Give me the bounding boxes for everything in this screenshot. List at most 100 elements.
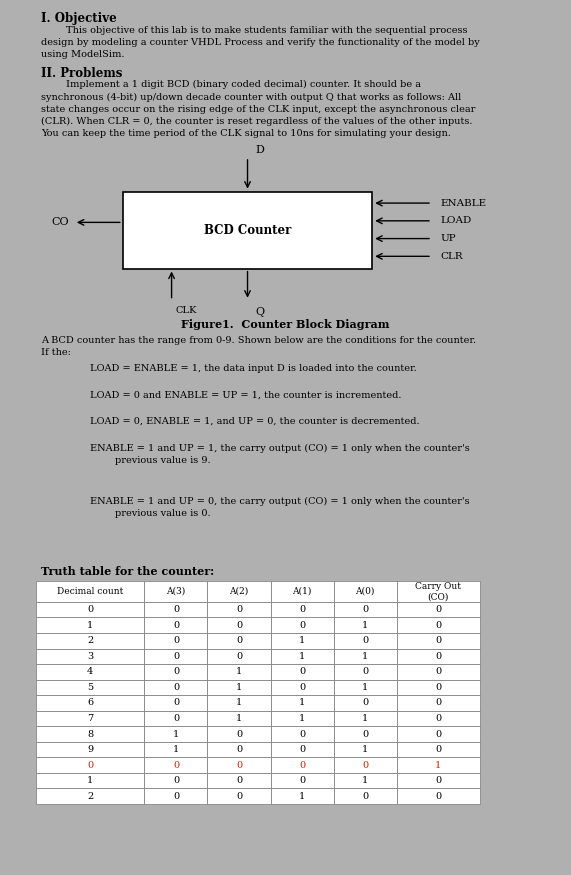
Text: 8: 8	[87, 730, 93, 738]
Bar	[36, 773, 144, 788]
Text: 0: 0	[435, 652, 441, 661]
Text: 0: 0	[362, 760, 368, 770]
Text: 7: 7	[87, 714, 93, 723]
Text: 1: 1	[236, 668, 242, 676]
Bar	[36, 788, 144, 804]
Text: 1: 1	[299, 652, 305, 661]
Text: 0: 0	[435, 745, 441, 754]
Text: 0: 0	[173, 652, 179, 661]
Bar	[271, 664, 333, 680]
Text: 4: 4	[87, 668, 93, 676]
Bar	[271, 618, 333, 633]
Bar	[207, 695, 271, 710]
Text: 0: 0	[435, 668, 441, 676]
Text: Implement a 1 digit BCD (binary coded decimal) counter. It should be a
synchrono: Implement a 1 digit BCD (binary coded de…	[42, 80, 476, 138]
Text: 0: 0	[173, 636, 179, 645]
Text: 0: 0	[435, 636, 441, 645]
Text: 0: 0	[173, 776, 179, 785]
Bar	[271, 581, 333, 602]
Bar	[397, 726, 480, 742]
Text: A(2): A(2)	[230, 587, 248, 596]
Text: 2: 2	[87, 636, 93, 645]
Bar	[207, 581, 271, 602]
Bar	[144, 581, 207, 602]
Text: 0: 0	[87, 760, 93, 770]
Text: 1: 1	[236, 698, 242, 707]
Text: 1: 1	[362, 776, 368, 785]
Bar	[207, 633, 271, 648]
Text: 0: 0	[236, 745, 242, 754]
Text: 0: 0	[435, 776, 441, 785]
Bar	[397, 633, 480, 648]
Bar	[271, 773, 333, 788]
Text: 0: 0	[435, 698, 441, 707]
Bar	[397, 742, 480, 757]
Bar	[397, 757, 480, 773]
Text: 2: 2	[87, 792, 93, 801]
Bar	[36, 618, 144, 633]
Text: ENABLE = 1 and UP = 1, the carry output (CO) = 1 only when the counter's
       : ENABLE = 1 and UP = 1, the carry output …	[90, 444, 470, 465]
Text: Decimal count: Decimal count	[57, 587, 123, 596]
Text: 0: 0	[362, 636, 368, 645]
Text: 0: 0	[435, 606, 441, 614]
Bar	[144, 680, 207, 695]
Bar	[271, 726, 333, 742]
Text: 1: 1	[299, 792, 305, 801]
Bar	[271, 648, 333, 664]
Bar	[397, 581, 480, 602]
Bar	[207, 773, 271, 788]
Bar	[207, 788, 271, 804]
Bar	[271, 695, 333, 710]
Bar	[207, 757, 271, 773]
Bar	[144, 788, 207, 804]
Text: CLR: CLR	[440, 252, 463, 261]
Bar	[36, 680, 144, 695]
Text: 6: 6	[87, 698, 93, 707]
Bar	[333, 695, 397, 710]
Bar	[397, 788, 480, 804]
Text: 0: 0	[362, 792, 368, 801]
Bar	[144, 710, 207, 726]
Bar	[397, 680, 480, 695]
Bar	[36, 633, 144, 648]
Bar	[207, 680, 271, 695]
Text: LOAD = 0 and ENABLE = UP = 1, the counter is incremented.: LOAD = 0 and ENABLE = UP = 1, the counte…	[90, 390, 402, 400]
Bar	[36, 695, 144, 710]
Bar	[123, 192, 372, 269]
Text: 1: 1	[87, 620, 93, 630]
Text: A BCD counter has the range from 0-9. Shown below are the conditions for the cou: A BCD counter has the range from 0-9. Sh…	[42, 336, 477, 357]
Text: 1: 1	[362, 745, 368, 754]
Bar	[271, 602, 333, 618]
Text: 0: 0	[299, 745, 305, 754]
Text: 0: 0	[362, 606, 368, 614]
Text: 0: 0	[299, 620, 305, 630]
Text: Carry Out
(CO): Carry Out (CO)	[415, 582, 461, 601]
Bar	[144, 695, 207, 710]
Bar	[144, 773, 207, 788]
Text: 0: 0	[236, 636, 242, 645]
Text: 0: 0	[173, 682, 179, 692]
Bar	[397, 695, 480, 710]
Bar	[36, 726, 144, 742]
Text: 0: 0	[299, 730, 305, 738]
Text: 0: 0	[173, 668, 179, 676]
Bar	[333, 633, 397, 648]
Text: 0: 0	[173, 698, 179, 707]
Text: 1: 1	[173, 730, 179, 738]
Text: 0: 0	[236, 606, 242, 614]
Bar	[397, 618, 480, 633]
Text: 3: 3	[87, 652, 93, 661]
Text: 0: 0	[299, 606, 305, 614]
Bar	[144, 726, 207, 742]
Bar	[333, 757, 397, 773]
Bar	[36, 710, 144, 726]
Text: I. Objective: I. Objective	[42, 11, 117, 24]
Text: 1: 1	[362, 714, 368, 723]
Text: 0: 0	[435, 714, 441, 723]
Bar	[36, 742, 144, 757]
Bar	[271, 633, 333, 648]
Text: 0: 0	[362, 698, 368, 707]
Bar	[333, 773, 397, 788]
Bar	[144, 742, 207, 757]
Bar	[397, 773, 480, 788]
